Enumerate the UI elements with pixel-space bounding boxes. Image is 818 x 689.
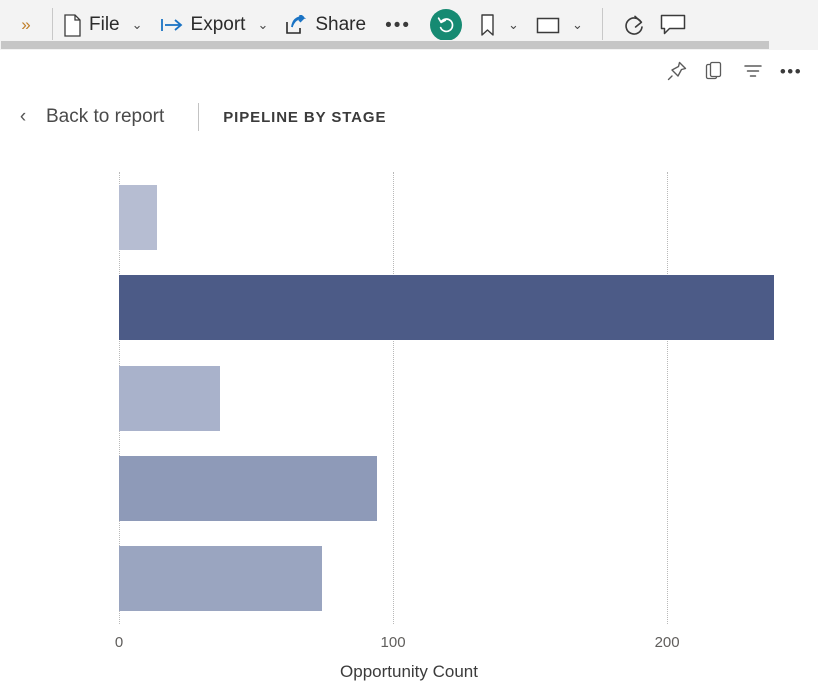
- bar-qualify[interactable]: [119, 455, 377, 521]
- filter-button[interactable]: [736, 54, 770, 88]
- bar-finalize[interactable]: [119, 184, 158, 250]
- main-toolbar: » File ⌄ Export ⌄: [0, 0, 818, 50]
- share-button[interactable]: Share: [275, 0, 373, 50]
- chevron-down-icon: ⌄: [131, 17, 143, 33]
- bar-proposal[interactable]: [119, 365, 221, 431]
- bookmark-icon: [479, 13, 496, 37]
- chevron-down-icon: ⌄: [571, 17, 583, 33]
- double-chevron-right-icon: »: [21, 15, 31, 34]
- toolbar-divider: [52, 8, 53, 42]
- chevron-down-icon: ⌄: [508, 17, 519, 33]
- export-icon: [160, 17, 184, 33]
- export-menu-button[interactable]: Export ⌄: [150, 0, 276, 50]
- refresh-icon: [622, 13, 646, 37]
- expand-ribbon-button[interactable]: »: [0, 0, 52, 50]
- reset-button[interactable]: [423, 0, 469, 50]
- chevron-down-icon: ⌄: [257, 17, 269, 33]
- export-menu-label: Export: [190, 14, 246, 35]
- bookmarks-button[interactable]: ⌄: [469, 0, 526, 50]
- gridline: [393, 172, 395, 624]
- comments-button[interactable]: [653, 0, 693, 50]
- pin-button[interactable]: [660, 54, 694, 88]
- copy-visual-icon: [704, 60, 726, 82]
- rectangle-view-icon: [536, 16, 560, 35]
- chevron-left-icon: ‹: [19, 106, 27, 127]
- visual-more-options-button[interactable]: •••: [774, 54, 808, 88]
- file-menu-button[interactable]: File ⌄: [53, 0, 150, 50]
- visual-action-bar: •••: [0, 50, 818, 92]
- reset-undo-icon: [430, 9, 463, 41]
- ellipsis-icon: •••: [779, 61, 803, 81]
- comment-icon: [660, 13, 686, 37]
- file-icon: [63, 13, 82, 37]
- gridline: [667, 172, 669, 624]
- x-axis-tick-label: 200: [654, 634, 680, 651]
- copy-visual-button[interactable]: [698, 54, 732, 88]
- toolbar-more-options-button[interactable]: •••: [385, 14, 412, 36]
- share-icon: [285, 15, 308, 35]
- y-axis-title: Sales Stage: [0, 329, 1, 426]
- refresh-button[interactable]: [615, 0, 653, 50]
- x-axis-title: Opportunity Count: [340, 662, 478, 681]
- x-axis-tick-label: 0: [114, 634, 124, 651]
- bar-solution[interactable]: [119, 546, 322, 612]
- bar-lead[interactable]: [119, 275, 774, 341]
- page-title: PIPELINE BY STAGE: [223, 108, 387, 126]
- file-menu-label: File: [89, 14, 120, 35]
- back-to-report-button[interactable]: ‹: [0, 106, 46, 128]
- bar-chart: 0100200FinalizeLeadProposalQualifySoluti…: [0, 142, 818, 689]
- toolbar-divider-2: [601, 8, 603, 42]
- breadcrumb-divider: [198, 103, 200, 131]
- filter-icon: [742, 60, 764, 82]
- back-to-report-label[interactable]: Back to report: [46, 106, 165, 127]
- x-axis-tick-label: 100: [380, 634, 406, 651]
- plot-area: 0100200FinalizeLeadProposalQualifySoluti…: [115, 172, 774, 651]
- view-mode-button[interactable]: ⌄: [526, 0, 590, 50]
- share-button-label: Share: [315, 14, 367, 35]
- breadcrumb: ‹ Back to report PIPELINE BY STAGE: [0, 92, 818, 142]
- toolbar-scroll-thumb[interactable]: [1, 41, 769, 49]
- pin-icon: [666, 60, 688, 82]
